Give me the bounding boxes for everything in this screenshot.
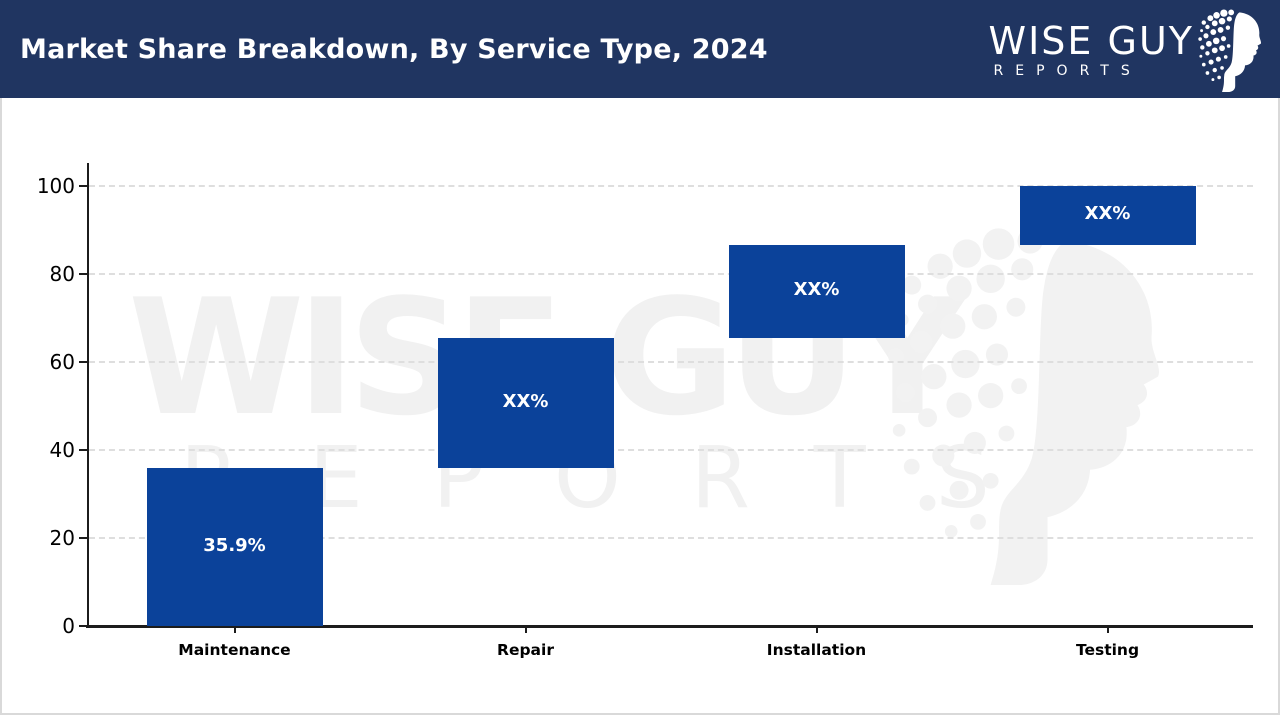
gridline [89, 273, 1253, 275]
bottom-border [0, 713, 1280, 715]
y-tick [79, 185, 87, 187]
bar-value-label: XX% [793, 279, 840, 301]
y-tick-label: 40 [49, 438, 75, 462]
y-tick-label: 60 [49, 350, 75, 374]
y-tick [79, 449, 87, 451]
x-tick-label: Repair [497, 641, 554, 659]
bar: 35.9% [146, 468, 323, 626]
bar: XX% [437, 337, 614, 469]
gridline [89, 361, 1253, 363]
gridline [89, 537, 1253, 539]
gridline [89, 185, 1253, 187]
wiseguy-logo: WISE GUY REPORTS [989, 6, 1270, 94]
header-bar: Market Share Breakdown, By Service Type,… [0, 0, 1280, 98]
y-tick [79, 537, 87, 539]
chart-title: Market Share Breakdown, By Service Type,… [20, 33, 768, 65]
x-tick [815, 627, 818, 633]
x-tick [1106, 627, 1109, 633]
bar-value-label: XX% [502, 390, 549, 412]
y-tick [79, 361, 87, 363]
y-tick [79, 273, 87, 275]
right-border [1278, 98, 1280, 714]
x-tick-label: Testing [1075, 641, 1140, 659]
x-tick-label: Installation [766, 641, 867, 659]
bar: XX% [1019, 186, 1196, 245]
y-tick-label: 20 [49, 526, 75, 550]
gridline [89, 449, 1253, 451]
x-tick-label: Maintenance [178, 641, 291, 659]
logo-subtext: REPORTS [993, 63, 1142, 80]
x-axis-line [86, 625, 1253, 628]
bar-value-label: 35.9% [203, 535, 266, 556]
y-axis-line [87, 163, 89, 628]
logo-wordmark: WISE GUY [988, 18, 1194, 63]
x-tick [524, 627, 527, 633]
y-tick-label: 80 [49, 262, 75, 286]
y-tick-label: 100 [36, 174, 75, 198]
y-tick-label: 0 [62, 614, 75, 638]
bar-value-label: XX% [1084, 203, 1131, 225]
y-tick [79, 625, 87, 627]
bar: XX% [728, 244, 905, 338]
x-tick [233, 627, 236, 633]
wiseguy-logo-text: WISE GUY REPORTS [988, 18, 1194, 80]
left-border [0, 98, 2, 714]
